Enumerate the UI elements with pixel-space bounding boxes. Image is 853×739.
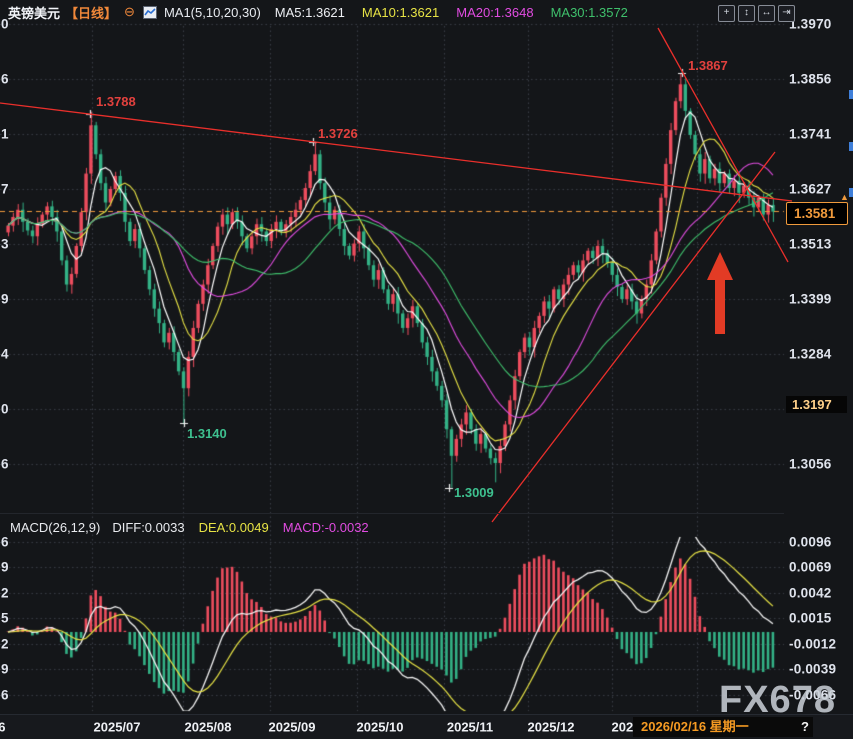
clipped-axis-digit: 6: [1, 687, 9, 703]
price-axis-label: 1.3399: [789, 291, 832, 307]
horizontal-scale-icon[interactable]: ↔: [758, 5, 775, 22]
price-tag-arrow-icon: ▲: [840, 192, 849, 202]
macd-header: MACD(26,12,9) DIFF:0.0033 DEA:0.0049 MAC…: [0, 519, 369, 535]
clipped-axis-digit: 4: [1, 346, 9, 362]
price-axis-label: 1.3741: [789, 126, 832, 142]
price-axis-label: 1.3513: [789, 236, 832, 252]
vertical-scale-icon[interactable]: ↕: [738, 5, 755, 22]
clipped-axis-digit: 5: [1, 610, 9, 626]
clipped-next-label: ?: [801, 719, 809, 734]
ma10-readout: MA10:1.3621: [361, 4, 440, 20]
time-axis-label: 2025/08: [184, 719, 232, 735]
dea-readout: DEA:0.0049: [198, 519, 269, 535]
clipped-axis-digit: 6: [1, 456, 9, 472]
clipped-axis-digit: 9: [1, 661, 9, 677]
ma30-readout: MA30:1.3572: [550, 4, 628, 20]
price-axis-label: 1.3056: [789, 456, 832, 472]
time-axis-label: 2025/09: [268, 719, 316, 735]
macd-axis-label: 0.0096: [789, 534, 832, 550]
watermark: FX678: [719, 679, 836, 721]
clipped-axis-digit: 9: [1, 291, 9, 307]
price-axis-label: 1.3627: [789, 181, 832, 197]
go-to-latest-icon[interactable]: ⇥: [778, 5, 795, 22]
chart-toolbar: + ↕ ↔ ⇥: [718, 5, 795, 22]
drawing-handle-mark: [849, 90, 853, 99]
price-annotation: 1.3140: [187, 426, 227, 441]
macd-axis-label: -0.0012: [789, 636, 837, 652]
price-axis-label: 1.3284: [789, 346, 832, 362]
time-axis-label: 2025/11: [446, 719, 494, 735]
clipped-axis-digit: 1: [1, 126, 9, 142]
macd-axis-label: 0.0069: [789, 559, 832, 575]
clipped-axis-digit: 2: [1, 585, 9, 601]
price-annotation: 1.3867: [688, 58, 728, 73]
collapse-icon[interactable]: ⊖: [124, 4, 135, 19]
symbol-title: 英镑美元: [8, 5, 61, 21]
crosshair-icon[interactable]: +: [718, 5, 735, 22]
clipped-axis-digit: 9: [1, 559, 9, 575]
price-axis-label: 1.3970: [789, 16, 832, 32]
time-axis: 2025/06 2025/07 2025/08 2025/09 2025/10 2025/…: [0, 714, 853, 739]
timeframe-label[interactable]: 【日线】: [65, 5, 118, 21]
time-axis-label: 2025/10: [356, 719, 404, 735]
macd-axis-label: -0.0039: [789, 661, 837, 677]
macd-params-label[interactable]: MACD(26,12,9): [10, 519, 101, 535]
price-annotation: 1.3788: [96, 94, 136, 109]
ma5-readout: MA5:1.3621: [274, 4, 345, 20]
time-axis-label: 2025/07: [93, 719, 141, 735]
macd-axis-label: 0.0042: [789, 585, 832, 601]
diff-readout: DIFF:0.0033: [112, 519, 185, 535]
macd-axis-label: 0.0015: [789, 610, 832, 626]
ma20-readout: MA20:1.3648: [456, 4, 534, 20]
time-axis-label: 2025/12: [527, 719, 575, 735]
chart-style-icon[interactable]: [142, 5, 157, 19]
drawing-handle-mark: [849, 188, 853, 197]
last-price-value: 1.3581: [794, 206, 836, 221]
price-axis-label: 1.3856: [789, 71, 832, 87]
clipped-axis-digit: 6: [1, 71, 9, 87]
ma-settings-label[interactable]: MA1(5,10,20,30): [163, 4, 261, 20]
drawing-handle-mark: [849, 142, 853, 151]
clipped-axis-digit: 2: [1, 636, 9, 652]
price-marker-tag: 1.3197: [786, 396, 847, 413]
price-annotation: 1.3009: [454, 485, 494, 500]
macd-readout: MACD:-0.0032: [282, 519, 369, 535]
last-price-tag: 1.3581: [786, 202, 848, 225]
clipped-axis-digit: 7: [1, 181, 9, 197]
clipped-axis-digit: 0: [1, 401, 9, 417]
time-axis-label: 2025/06: [0, 720, 22, 735]
price-annotation: 1.3726: [318, 126, 358, 141]
date-tag: 2026/02/16 星期一: [633, 717, 813, 737]
panel-separator: [0, 513, 784, 514]
clipped-axis-digit: 6: [1, 534, 9, 550]
macd-axis-label: -0.0066: [789, 687, 837, 703]
clipped-axis-digit: 0: [1, 16, 9, 32]
clipped-axis-digit: 3: [1, 236, 9, 252]
chart-header: 英镑美元 【日线】 ⊖ MA1(5,10,20,30) MA5:1.3621 M…: [0, 0, 853, 24]
